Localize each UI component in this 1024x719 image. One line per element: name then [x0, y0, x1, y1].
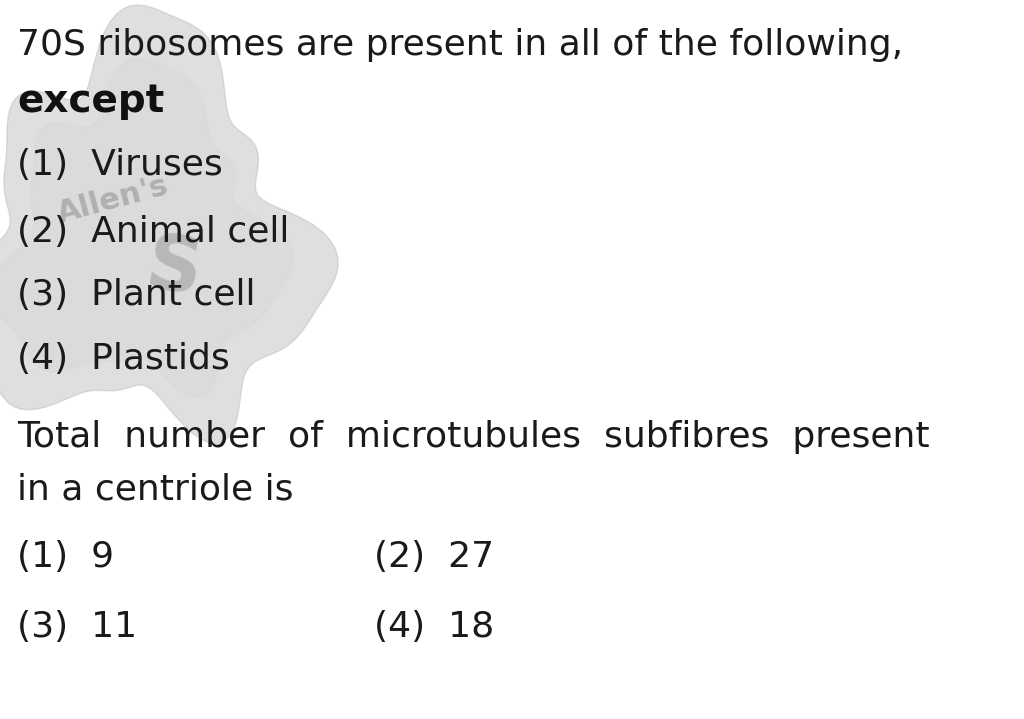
Text: (1)  Viruses: (1) Viruses — [17, 148, 223, 182]
Text: in a centriole is: in a centriole is — [17, 472, 294, 506]
Text: (2)  27: (2) 27 — [374, 540, 494, 574]
Text: (1)  9: (1) 9 — [17, 540, 115, 574]
Text: (2)  Animal cell: (2) Animal cell — [17, 215, 290, 249]
Text: 70S ribosomes are present in all of the following,: 70S ribosomes are present in all of the … — [17, 28, 903, 62]
Text: (3)  11: (3) 11 — [17, 610, 137, 644]
Text: (3)  Plant cell: (3) Plant cell — [17, 278, 256, 312]
Text: (4)  Plastids: (4) Plastids — [17, 342, 230, 376]
Text: Allen's: Allen's — [54, 171, 172, 229]
Text: Total  number  of  microtubules  subfibres  present: Total number of microtubules subfibres p… — [17, 420, 930, 454]
Text: S: S — [140, 229, 207, 311]
Text: except: except — [17, 82, 165, 120]
Polygon shape — [0, 58, 293, 398]
Text: (4)  18: (4) 18 — [374, 610, 494, 644]
Polygon shape — [0, 5, 338, 444]
